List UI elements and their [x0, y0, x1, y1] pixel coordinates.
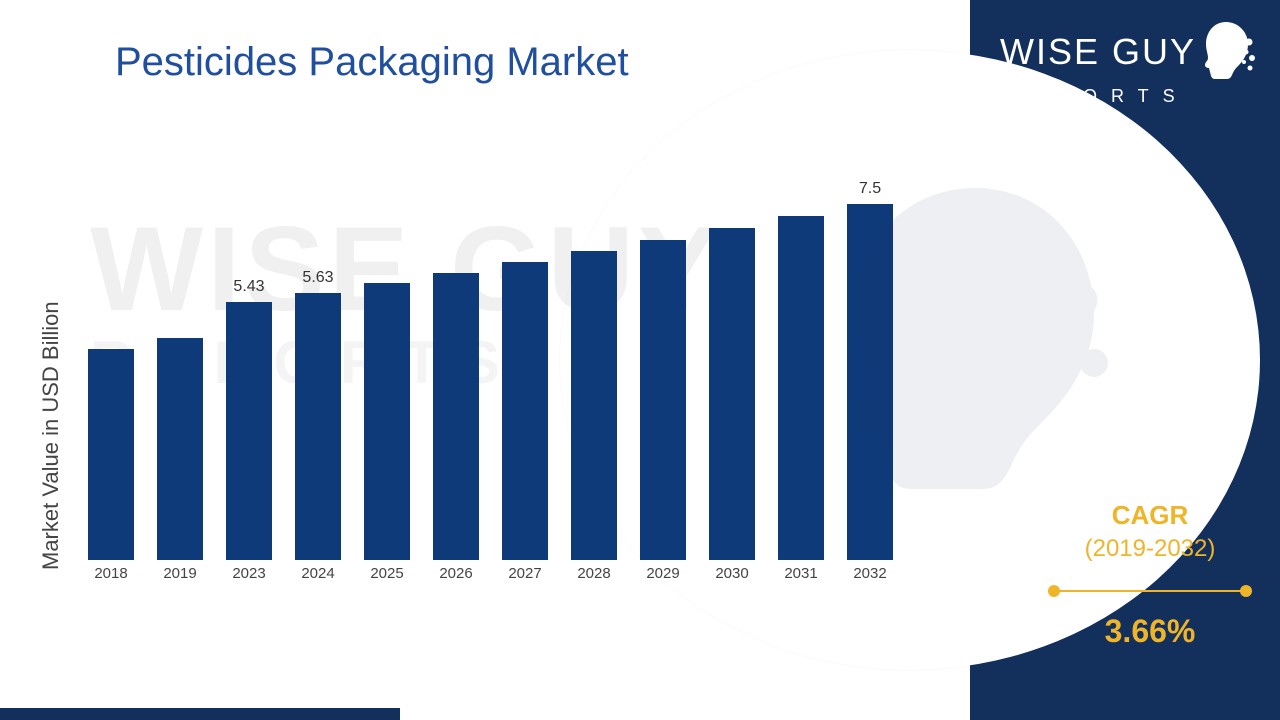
bar-value-label: 5.63	[295, 269, 341, 287]
cagr-period: (2019-2032)	[1040, 535, 1260, 563]
x-tick-label: 2032	[847, 565, 893, 582]
bar	[157, 338, 203, 560]
cagr-value: 3.66%	[1040, 613, 1260, 650]
bar	[502, 262, 548, 560]
x-tick-label: 2027	[502, 565, 548, 582]
cagr-block: CAGR (2019-2032) 3.66%	[1040, 500, 1260, 650]
bar: 7.5	[847, 204, 893, 560]
x-tick-label: 2026	[433, 565, 479, 582]
brand-head-icon	[1202, 20, 1258, 84]
brand-line1: WISE GUY	[1000, 31, 1196, 73]
bar: 5.43	[226, 302, 272, 560]
bar	[640, 240, 686, 560]
footer-strip	[0, 708, 400, 720]
bar	[88, 349, 134, 560]
bar-value-label: 7.5	[847, 180, 893, 198]
bar	[571, 251, 617, 560]
x-tick-label: 2025	[364, 565, 410, 582]
bar	[709, 228, 755, 560]
plot-area: 5.43 5.63 7.5	[80, 180, 910, 560]
x-tick-label: 2023	[226, 565, 272, 582]
bar-value-label: 5.43	[226, 278, 272, 296]
x-tick-label: 2028	[571, 565, 617, 582]
x-tick-label: 2031	[778, 565, 824, 582]
bar-chart: 5.43 5.63 7.5 2018 2019 2023 2024 2025 2026 2027…	[80, 180, 910, 590]
bar: 5.63	[295, 293, 341, 560]
bar	[778, 216, 824, 560]
main-area: Pesticides Packaging Market WISE GUY REP…	[0, 0, 970, 720]
x-tick-label: 2019	[157, 565, 203, 582]
chart-title: Pesticides Packaging Market	[115, 40, 629, 85]
x-tick-label: 2030	[709, 565, 755, 582]
brand-line2: REPORTS	[1000, 86, 1258, 107]
x-tick-label: 2029	[640, 565, 686, 582]
cagr-label: CAGR	[1040, 500, 1260, 531]
brand-logo: WISE GUY REPORTS	[1000, 20, 1258, 107]
x-axis-labels: 2018 2019 2023 2024 2025 2026 2027 2028 2029 2030…	[80, 565, 910, 590]
x-tick-label: 2018	[88, 565, 134, 582]
cagr-divider	[1048, 581, 1252, 601]
y-axis-label: Market Value in USD Billion	[38, 301, 64, 570]
bar	[433, 273, 479, 560]
chart-stage: Pesticides Packaging Market WISE GUY REP…	[0, 0, 1280, 720]
bar	[364, 283, 410, 560]
x-tick-label: 2024	[295, 565, 341, 582]
